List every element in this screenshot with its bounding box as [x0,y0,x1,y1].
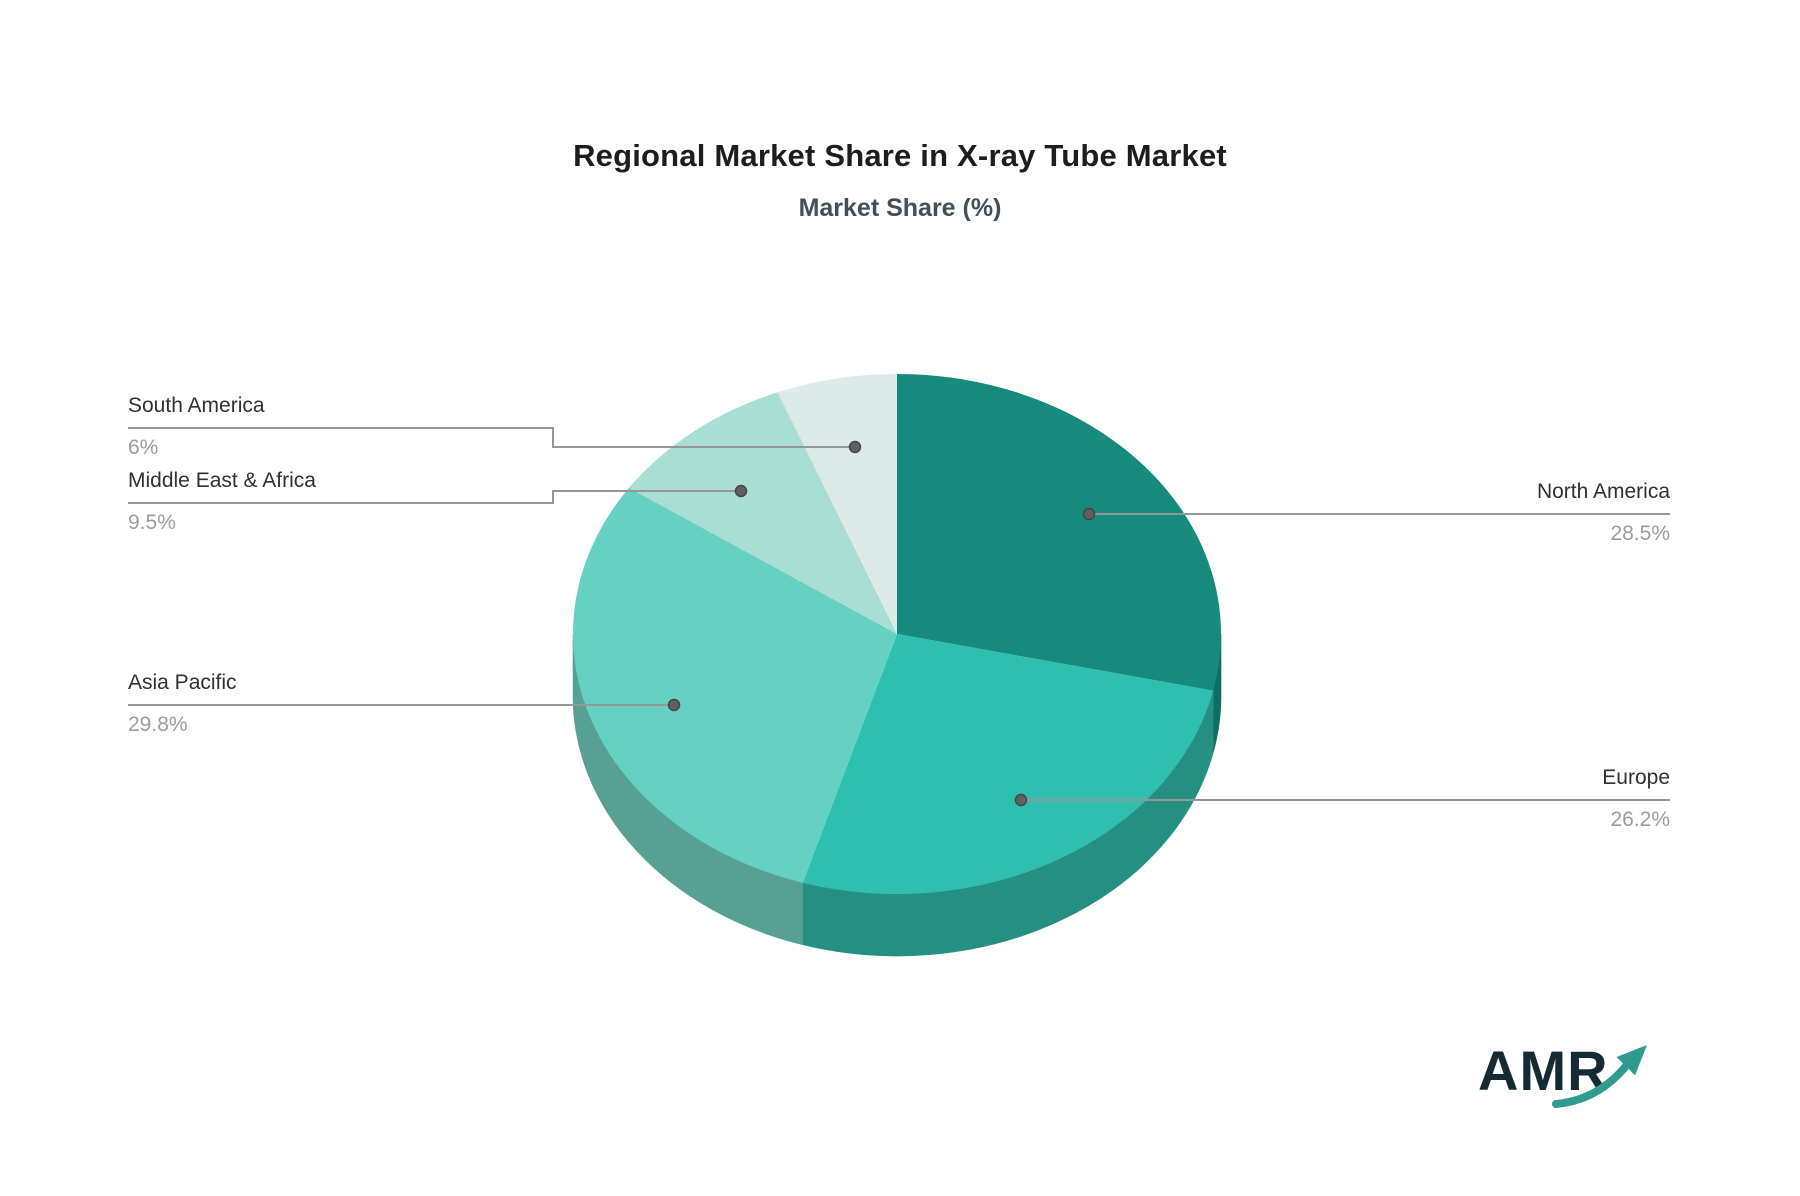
pie-slice-middle-east-africa[interactable] [629,392,897,634]
slice-value: 6% [128,436,159,459]
leader-dot [1082,507,1096,521]
leader-dot [848,440,862,454]
slice-value: 29.8% [128,713,188,736]
slice-label: North America [1536,480,1670,503]
chart-title: Regional Market Share in X-ray Tube Mark… [573,138,1227,173]
leader-line [128,490,741,504]
slice-value: 26.2% [1610,808,1670,831]
leader-dot [734,484,748,498]
slice-label: Asia Pacific [128,671,237,694]
chart-subtitle: Market Share (%) [798,194,1002,222]
amr-logo-text: AMR [1478,1039,1609,1102]
slice-label: South America [128,394,265,417]
slice-value: 28.5% [1610,522,1670,545]
growth-arrow-icon [1552,1045,1647,1108]
amr-logo: AMR [1478,1038,1698,1128]
slice-label: Middle East & Africa [128,469,316,492]
leader-dot [667,698,681,712]
pie-slice-north-america[interactable] [897,373,1221,691]
slice-value: 9.5% [128,511,176,534]
leader-line [128,427,855,448]
leader-dot [1014,793,1028,807]
pie-slice-europe[interactable] [802,634,1214,894]
pie-slice-asia-pacific[interactable] [572,487,897,883]
slice-label: Europe [1602,766,1670,789]
pie-slice-south-america[interactable] [777,374,897,634]
